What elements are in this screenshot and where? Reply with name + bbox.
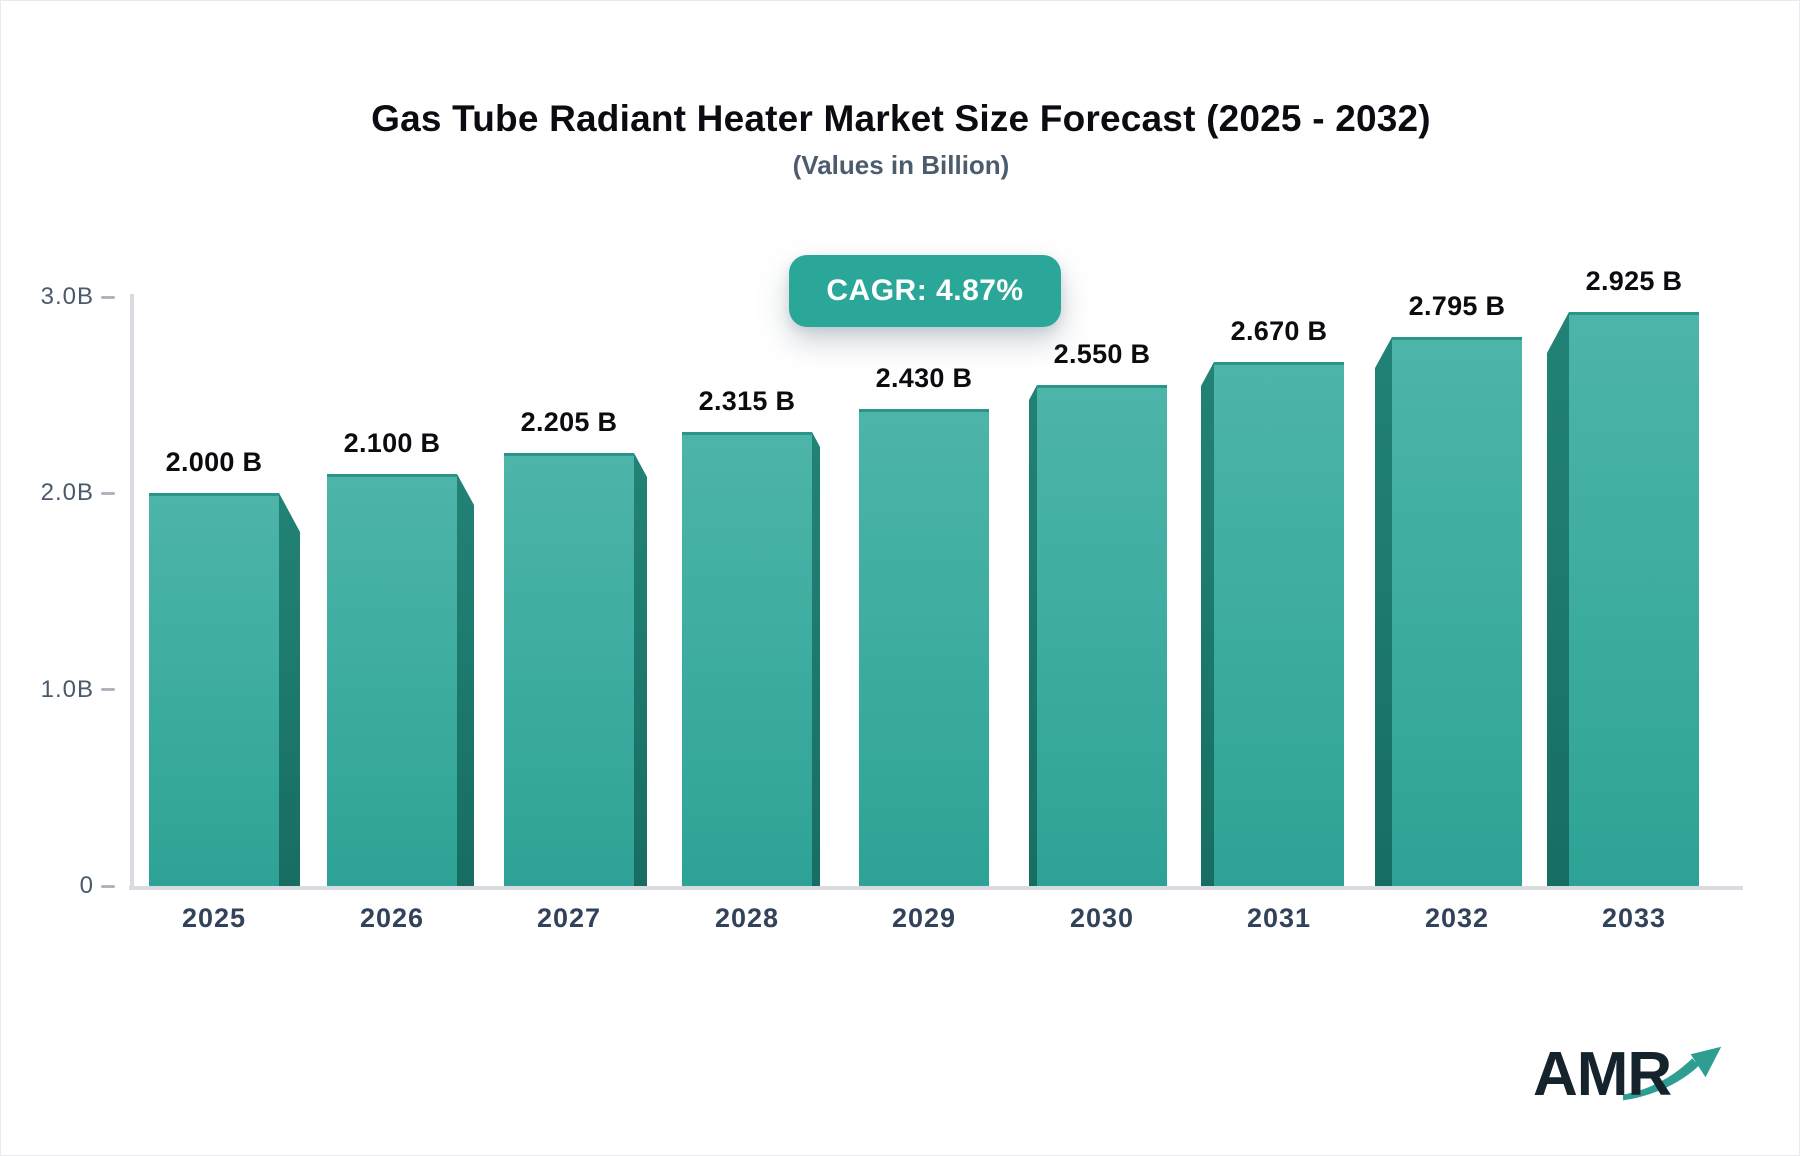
x-axis-label-2028: 2028 <box>714 903 780 933</box>
bar-side-panel <box>1375 337 1392 886</box>
bar-side-panel <box>812 432 820 886</box>
bar-value-label: 2.205 B <box>520 407 618 437</box>
bar-face-2030 <box>1037 385 1167 886</box>
x-axis-label-2025: 2025 <box>181 903 247 933</box>
bar-face-2029 <box>859 409 989 886</box>
bar-value-label: 2.550 B <box>1053 339 1151 369</box>
x-axis-label-2027: 2027 <box>536 903 602 933</box>
bar-value-label: 2.430 B <box>875 363 973 393</box>
x-axis-line <box>129 886 1743 890</box>
bar-side-panel <box>279 493 300 886</box>
bar-value-label: 2.925 B <box>1585 266 1683 296</box>
bar-side-panel <box>634 453 647 886</box>
bar-face-2032 <box>1392 337 1522 886</box>
y-tick-label: 3.0B <box>40 283 94 311</box>
x-axis-label-2030: 2030 <box>1069 903 1135 933</box>
bar-face-2027 <box>504 453 634 886</box>
growth-arrow-icon <box>1623 1046 1722 1101</box>
brand-logo: AMR <box>1533 1033 1773 1125</box>
y-tick-mark <box>101 491 115 495</box>
y-tick-label: 2.0B <box>40 479 94 507</box>
bar-face-2033 <box>1569 312 1699 886</box>
bar-side-panel <box>457 474 474 886</box>
bar-value-label: 2.315 B <box>698 386 796 416</box>
x-axis-label-2026: 2026 <box>359 903 425 933</box>
bar-face-2025 <box>149 493 279 886</box>
x-axis-label-2029: 2029 <box>891 903 957 933</box>
bar-value-label: 2.670 B <box>1230 316 1328 346</box>
y-tick-mark <box>101 295 115 299</box>
y-tick-mark <box>101 884 115 888</box>
bar-face-2031 <box>1214 362 1344 886</box>
y-tick-mark <box>101 688 115 692</box>
chart-subtitle: (Values in Billion) <box>792 150 1010 180</box>
y-tick-label: 1.0B <box>40 675 94 703</box>
x-axis-label-2032: 2032 <box>1424 903 1490 933</box>
y-tick-label: 0 <box>79 872 94 899</box>
bar-face-2028 <box>682 432 812 886</box>
bar-side-panel <box>1201 362 1214 886</box>
bar-value-label: 2.000 B <box>165 447 263 477</box>
bar-side-panel <box>1029 385 1037 886</box>
x-axis-label-2031: 2031 <box>1246 903 1312 933</box>
chart-title: Gas Tube Radiant Heater Market Size Fore… <box>371 98 1431 139</box>
x-axis-label-2033: 2033 <box>1601 903 1667 933</box>
y-axis-line <box>130 294 134 890</box>
brand-logo-text: AMR <box>1533 1040 1672 1109</box>
bar-face-2026 <box>327 474 457 886</box>
bar-side-panel <box>1547 312 1569 886</box>
cagr-badge: CAGR: 4.87% <box>789 255 1061 327</box>
bar-value-label: 2.100 B <box>343 428 441 458</box>
bar-value-label: 2.795 B <box>1408 291 1506 321</box>
